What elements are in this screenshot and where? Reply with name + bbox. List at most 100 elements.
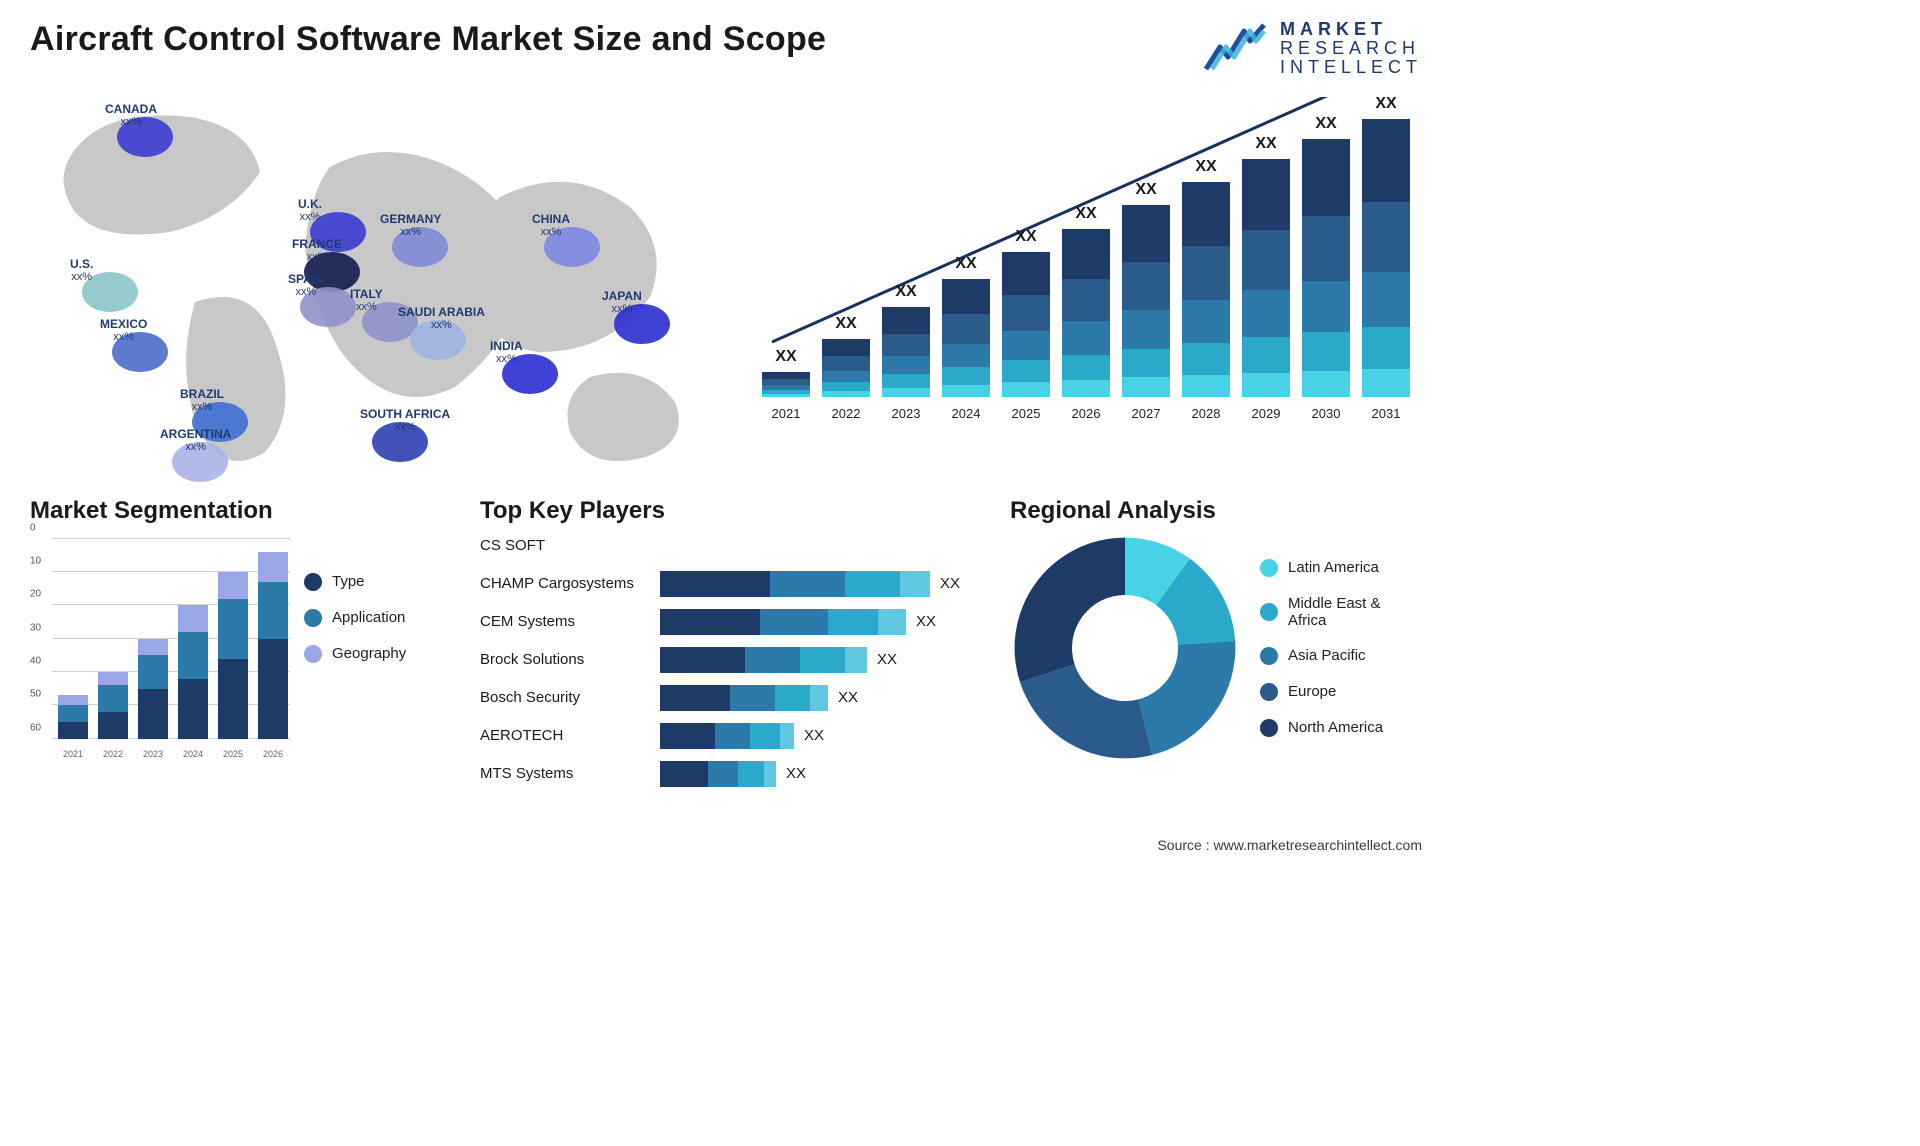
regional-legend-item: North America — [1260, 719, 1422, 737]
seg-bar — [178, 605, 208, 738]
player-value: XX — [838, 689, 858, 706]
growth-bar — [1302, 139, 1350, 397]
segmentation-legend-item: Geography — [304, 645, 406, 663]
brand-logo: MARKET RESEARCH INTELLECT — [1204, 20, 1422, 77]
page: Aircraft Control Software Market Size an… — [0, 0, 1452, 867]
seg-y-tick: 30 — [30, 622, 41, 633]
player-label: MTS Systems — [480, 761, 660, 787]
player-label: CS SOFT — [480, 533, 660, 559]
seg-year-label: 2022 — [98, 749, 128, 759]
map-country-label: JAPANxx% — [602, 289, 642, 317]
map-country-label: INDIAxx% — [490, 339, 523, 367]
player-row: XX — [660, 647, 1000, 673]
segmentation-chart: 0102030405060202120222023202420252026 — [30, 533, 290, 763]
growth-value-label: XX — [1302, 115, 1350, 133]
seg-y-tick: 60 — [30, 722, 41, 733]
player-row — [660, 533, 1000, 559]
players-bars: XX XX XX XX XX XX — [660, 533, 1000, 787]
logo-line-3: INTELLECT — [1280, 58, 1422, 77]
growth-year-label: 2022 — [822, 406, 870, 421]
seg-year-label: 2024 — [178, 749, 208, 759]
logo-line-1: MARKET — [1280, 20, 1422, 39]
top-row: CANADAxx%U.S.xx%MEXICOxx%BRAZILxx%ARGENT… — [30, 87, 1422, 487]
growth-bar — [942, 279, 990, 397]
seg-year-label: 2026 — [258, 749, 288, 759]
player-value: XX — [804, 727, 824, 744]
growth-chart: 2021XX2022XX2023XX2024XX2025XX2026XX2027… — [762, 97, 1422, 427]
player-row: XX — [660, 685, 1000, 711]
player-row: XX — [660, 571, 1000, 597]
segmentation-legend-item: Type — [304, 573, 406, 591]
seg-bar — [258, 552, 288, 739]
growth-year-label: 2025 — [1002, 406, 1050, 421]
growth-bar — [1362, 119, 1410, 397]
map-country-label: ITALYxx% — [350, 287, 383, 315]
segmentation-panel: Market Segmentation 01020304050602021202… — [30, 497, 470, 787]
growth-value-label: XX — [1362, 95, 1410, 113]
regional-legend-item: Europe — [1260, 683, 1422, 701]
logo-text: MARKET RESEARCH INTELLECT — [1280, 20, 1422, 77]
player-label: CHAMP Cargosystems — [480, 571, 660, 597]
player-label: CEM Systems — [480, 609, 660, 635]
growth-bar — [822, 339, 870, 397]
map-country-label: BRAZILxx% — [180, 387, 224, 415]
player-label: Bosch Security — [480, 685, 660, 711]
seg-year-label: 2025 — [218, 749, 248, 759]
players-title: Top Key Players — [480, 497, 1000, 525]
player-value: XX — [940, 575, 960, 592]
player-row: XX — [660, 609, 1000, 635]
source-text: Source : www.marketresearchintellect.com — [1157, 837, 1422, 853]
seg-bar — [58, 695, 88, 738]
player-row: XX — [660, 723, 1000, 749]
growth-value-label: XX — [822, 315, 870, 333]
regional-panel: Regional Analysis Latin AmericaMiddle Ea… — [1010, 497, 1422, 787]
growth-bar — [1182, 182, 1230, 397]
map-country-label: CHINAxx% — [532, 212, 570, 240]
regional-legend: Latin AmericaMiddle East & AfricaAsia Pa… — [1260, 559, 1422, 737]
map-country-label: SAUDI ARABIAxx% — [398, 305, 485, 333]
growth-year-label: 2021 — [762, 406, 810, 421]
growth-year-label: 2023 — [882, 406, 930, 421]
map-country-label: MEXICOxx% — [100, 317, 147, 345]
seg-y-tick: 10 — [30, 556, 41, 567]
player-value: XX — [786, 765, 806, 782]
growth-year-label: 2026 — [1062, 406, 1110, 421]
growth-bar — [1062, 229, 1110, 397]
seg-bar — [218, 572, 248, 739]
growth-value-label: XX — [1062, 205, 1110, 223]
growth-bar — [1242, 159, 1290, 397]
seg-bar — [98, 672, 128, 739]
growth-bar — [1122, 205, 1170, 397]
regional-title: Regional Analysis — [1010, 497, 1422, 525]
growth-bar — [1002, 252, 1050, 397]
player-label: Brock Solutions — [480, 647, 660, 673]
bottom-row: Market Segmentation 01020304050602021202… — [30, 497, 1422, 787]
map-country-label: U.K.xx% — [298, 197, 322, 225]
map-country-label: GERMANYxx% — [380, 212, 441, 240]
players-labels: CS SOFT CHAMP Cargosystems CEM Systems Broc… — [480, 533, 660, 787]
seg-y-tick: 20 — [30, 589, 41, 600]
map-country-label: FRANCExx% — [292, 237, 342, 265]
growth-year-label: 2029 — [1242, 406, 1290, 421]
growth-year-label: 2027 — [1122, 406, 1170, 421]
player-label: AEROTECH — [480, 723, 660, 749]
players-panel: Top Key Players CS SOFT CHAMP Cargosystem… — [480, 497, 1000, 787]
map-country-label: U.S.xx% — [70, 257, 93, 285]
segmentation-legend: TypeApplicationGeography — [304, 573, 406, 763]
map-country-label: SOUTH AFRICAxx% — [360, 407, 450, 435]
player-value: XX — [916, 613, 936, 630]
map-country-label: SPAINxx% — [288, 272, 324, 300]
map-country-label: CANADAxx% — [105, 102, 157, 130]
player-row: XX — [660, 761, 1000, 787]
growth-year-label: 2030 — [1302, 406, 1350, 421]
seg-year-label: 2021 — [58, 749, 88, 759]
growth-bar — [762, 372, 810, 397]
regional-legend-item: Middle East & Africa — [1260, 595, 1422, 629]
seg-bar — [138, 639, 168, 739]
seg-y-tick: 0 — [30, 522, 36, 533]
world-map-panel: CANADAxx%U.S.xx%MEXICOxx%BRAZILxx%ARGENT… — [30, 87, 730, 487]
growth-chart-panel: 2021XX2022XX2023XX2024XX2025XX2026XX2027… — [750, 87, 1422, 467]
growth-year-label: 2024 — [942, 406, 990, 421]
regional-donut — [1010, 533, 1240, 763]
regional-legend-item: Asia Pacific — [1260, 647, 1422, 665]
